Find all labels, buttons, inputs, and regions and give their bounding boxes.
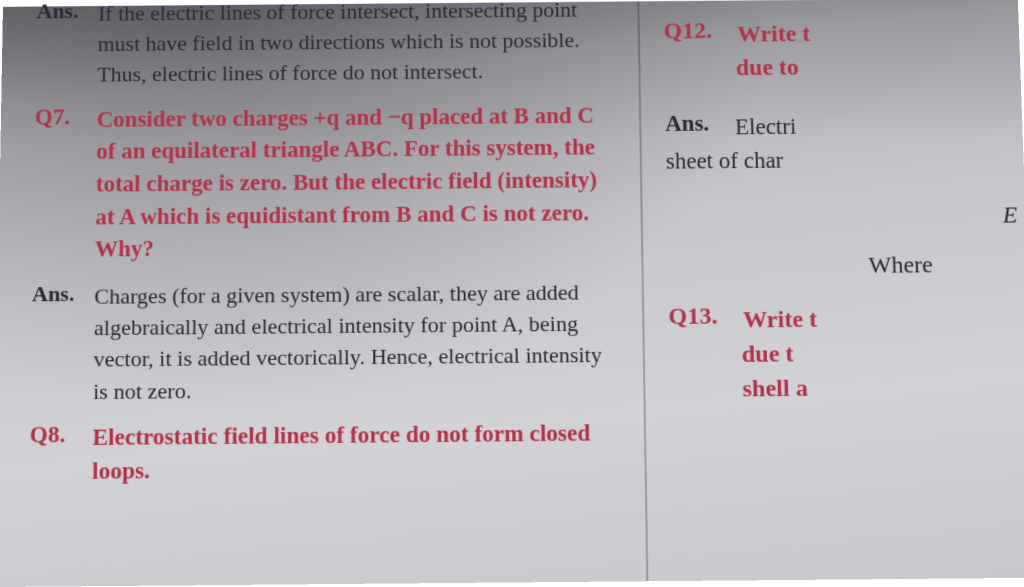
answer-12-block: Ans. Electri sheet of char (665, 108, 1014, 177)
q13-line1: Write t (743, 301, 1020, 338)
right-column: Q12. Write t due to Ans. Electri sheet o… (639, 0, 1024, 581)
answer-6-block: Ans. If the electric lines of force inte… (35, 0, 610, 91)
ans-label: Ans. (665, 111, 731, 137)
q7-text: Consider two charges +q and −q placed at… (95, 100, 613, 267)
ans-7-text: Charges (for a given system) are scalar,… (93, 276, 615, 407)
q12-line1: Write t (737, 16, 1010, 52)
q8-label: Q8. (29, 421, 88, 448)
q13-line3: shell a (742, 370, 1020, 407)
q7-label: Q7. (35, 104, 93, 130)
question-8-block: Q8. Electrostatic field lines of force d… (29, 417, 617, 489)
answer-7-block: Ans. Charges (for a given system) are sc… (30, 276, 615, 408)
textbook-page: Ans. If the electric lines of force inte… (0, 0, 1024, 587)
formula-e: E (667, 202, 1018, 232)
question-7-block: Q7. Consider two charges +q and −q place… (32, 100, 613, 268)
question-12-block: Q12. Write t due to (663, 16, 1010, 86)
question-13-block: Q13. Write t due t shell a (668, 301, 1022, 408)
q12-line2: due to (736, 49, 1009, 85)
left-column: Ans. If the electric lines of force inte… (0, 1, 646, 587)
q13-label: Q13. (668, 303, 739, 331)
q13-line2: due t (741, 335, 1019, 372)
ans12-line1: Electri (735, 114, 797, 139)
q8-text: Electrostatic field lines of force do no… (92, 417, 617, 488)
q12-label: Q12. (663, 18, 733, 45)
ans-6-text: If the electric lines of force intersect… (97, 0, 611, 90)
ans-label: Ans. (32, 281, 91, 308)
ans12-line2: sheet of char (666, 141, 1015, 177)
ans-label: Ans. (36, 0, 94, 24)
where-label: Where (868, 251, 1018, 279)
